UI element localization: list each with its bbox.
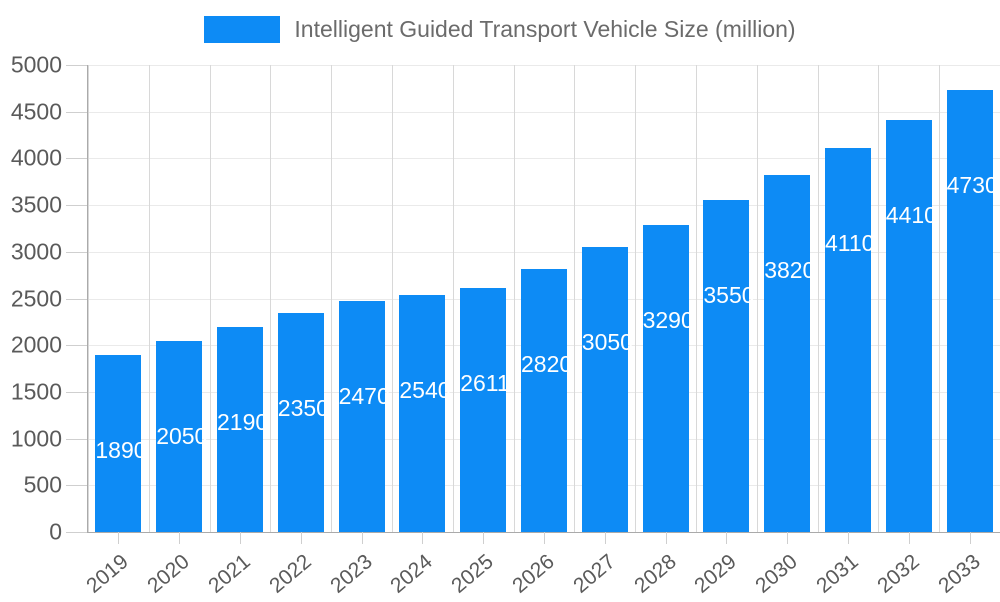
y-axis-tick: [66, 485, 88, 487]
bar[interactable]: [642, 224, 689, 532]
gridline-vertical: [818, 65, 819, 532]
x-axis-tick: [179, 532, 180, 544]
y-axis-tick-label: 3500: [10, 191, 62, 218]
bar[interactable]: [156, 340, 203, 532]
y-axis-tick: [66, 532, 88, 533]
y-axis-tick-label: 0: [49, 518, 62, 545]
bar[interactable]: [399, 294, 446, 532]
gridline-vertical: [88, 65, 89, 532]
x-axis-tick-label: 2030: [751, 550, 802, 598]
y-axis-tick-label: 4000: [10, 144, 62, 171]
gridline-horizontal: [88, 65, 1000, 66]
y-axis-tick: [66, 345, 88, 347]
y-axis-tick-label: 5000: [10, 51, 62, 78]
y-axis: 0 500 1000 1500 2000 2500 3000 3500 4000 4500 5000: [0, 0, 88, 600]
y-axis-tick-label: 1500: [10, 378, 62, 405]
bar[interactable]: [95, 355, 142, 532]
y-axis-tick: [66, 391, 88, 393]
y-axis-tick-label: 2000: [10, 331, 62, 358]
x-axis-tick-label: 2027: [569, 550, 620, 598]
bar[interactable]: [338, 301, 385, 532]
x-axis-tick: [666, 532, 667, 544]
gridline-vertical: [757, 65, 758, 532]
gridline-vertical: [878, 65, 879, 532]
x-axis: 2019 2020 2021 2022 2023 2024 2025 2026 2027 2028…: [83, 532, 1000, 600]
bar[interactable]: [703, 200, 750, 532]
gridline-vertical: [453, 65, 454, 532]
x-axis-tick: [848, 532, 849, 544]
gridline-vertical: [210, 65, 211, 532]
bar[interactable]: [885, 120, 932, 532]
x-axis-tick-label: 2029: [690, 550, 742, 598]
bar[interactable]: [217, 327, 263, 532]
chart-legend: Intelligent Guided Transport Vehicle Siz…: [0, 0, 1000, 58]
gridline-horizontal: [88, 158, 1000, 160]
gridline-horizontal: [88, 111, 1000, 113]
y-axis-tick: [66, 298, 88, 300]
x-axis-tick: [422, 532, 423, 544]
y-axis-tick: [66, 158, 88, 160]
x-axis-tick: [787, 532, 788, 544]
x-axis-tick: [240, 532, 241, 544]
legend-swatch-blue: [204, 15, 281, 43]
y-axis-tick: [66, 251, 88, 253]
plot-area: 1890 2050 2190 2350 2470 2540 2611 2820 3050 3290…: [88, 65, 1000, 533]
y-axis-tick-label: 4500: [10, 98, 62, 125]
gridline-vertical: [696, 65, 697, 532]
x-axis-tick: [605, 532, 606, 544]
x-axis-tick-label: 2026: [508, 550, 559, 598]
x-axis-tick-label: 2025: [447, 550, 498, 598]
vertical-gridlines: [88, 65, 1000, 532]
x-axis-tick: [362, 532, 363, 544]
y-axis-line: [87, 65, 88, 533]
y-axis-tick-label: 2500: [10, 285, 62, 311]
x-axis-tick-label: 2024: [386, 550, 438, 598]
bar[interactable]: [825, 148, 871, 532]
gridline-vertical: [270, 65, 271, 532]
legend-item-0[interactable]: Intelligent Guided Transport Vehicle Siz…: [204, 15, 796, 43]
bar[interactable]: [581, 247, 628, 532]
y-axis-tick: [66, 65, 88, 66]
x-axis-tick-label: 2021: [204, 550, 255, 598]
x-axis-tick: [301, 532, 302, 544]
x-axis-tick: [483, 532, 484, 544]
x-axis-tick-label: 2023: [325, 550, 377, 598]
x-axis-tick: [726, 532, 727, 544]
bar[interactable]: [521, 268, 567, 532]
y-axis-tick-label: 500: [23, 471, 62, 498]
gridline-vertical: [635, 65, 636, 532]
bar-series-intelligent-guided-transport-vehicle-size: 1890 2050 2190 2350 2470 2540 2611 2820 3050 3290…: [88, 65, 1000, 532]
x-axis-tick: [544, 532, 545, 544]
x-axis-tick-label: 2033: [933, 550, 985, 598]
y-axis-tick-label: 3000: [10, 238, 62, 265]
y-axis-tick: [66, 111, 88, 113]
gridline-vertical: [149, 65, 150, 532]
legend-label-0: Intelligent Guided Transport Vehicle Siz…: [294, 15, 796, 42]
bar[interactable]: [277, 312, 324, 532]
bar[interactable]: [460, 288, 507, 532]
bar[interactable]: [764, 175, 811, 532]
bar[interactable]: [946, 90, 993, 532]
y-axis-tick: [66, 205, 88, 207]
x-axis-tick-label: 2028: [629, 550, 681, 598]
gridline-vertical: [939, 65, 940, 532]
x-axis-tick-label: 2032: [873, 550, 924, 598]
gridline-horizontal: [88, 205, 1000, 207]
x-axis-tick-label: 2031: [812, 550, 863, 598]
y-axis-tick-label: 1000: [10, 425, 62, 452]
x-axis-tick: [118, 532, 119, 544]
gridline-vertical: [331, 65, 332, 532]
x-axis-tick: [909, 532, 910, 544]
gridline-vertical: [514, 65, 515, 532]
gridline-vertical: [574, 65, 575, 532]
x-axis-tick-label: 2022: [265, 550, 316, 598]
x-axis-tick: [970, 532, 971, 544]
y-axis-tick: [66, 438, 88, 440]
x-axis-tick-label: 2020: [143, 550, 194, 598]
gridline-horizontal: [88, 251, 1000, 253]
gridline-vertical: [392, 65, 393, 532]
